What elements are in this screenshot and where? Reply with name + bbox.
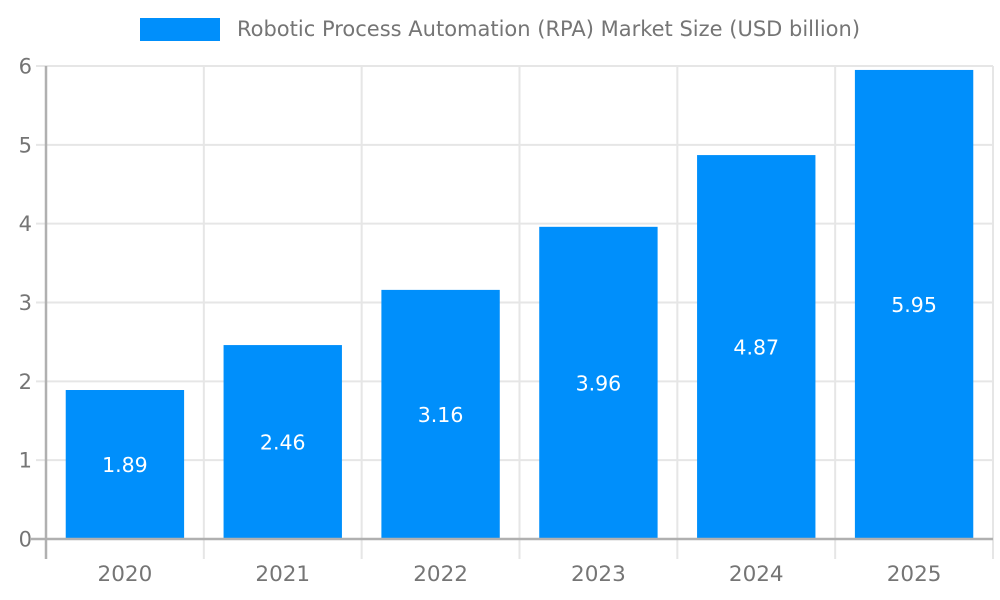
x-tick-label: 2025 [887,562,942,587]
bar-value-label: 5.95 [891,293,937,317]
y-tick-label: 6 [19,55,32,79]
bar-2023[interactable] [539,226,658,539]
y-tick-label: 5 [19,133,32,157]
x-tick-label: 2022 [413,562,468,587]
bar-value-label: 4.87 [733,336,779,360]
x-tick-label: 2020 [98,562,153,587]
y-tick-label: 1 [19,449,32,473]
bar-2022[interactable] [381,289,500,539]
legend: Robotic Process Automation (RPA) Market … [0,17,1000,41]
legend-label: Robotic Process Automation (RPA) Market … [236,17,861,41]
x-tick-label: 2023 [571,562,626,587]
bar-2021[interactable] [223,345,342,539]
bar-value-label: 3.16 [418,403,464,427]
y-tick-label: 3 [19,291,32,315]
x-tick-label: 2024 [729,562,784,587]
bar-value-label: 3.96 [576,371,622,395]
bar-2024[interactable] [697,155,816,539]
bar-value-label: 1.89 [102,453,148,477]
bar-value-label: 2.46 [260,431,306,455]
y-tick-label: 0 [19,528,32,552]
y-tick-label: 2 [19,370,32,394]
legend-swatch [139,17,220,41]
bar-2020[interactable] [65,390,185,539]
bar-2025[interactable] [854,69,974,540]
x-tick-label: 2021 [255,562,310,587]
y-tick-label: 4 [19,212,32,236]
legend-item[interactable]: Robotic Process Automation (RPA) Market … [139,17,861,41]
